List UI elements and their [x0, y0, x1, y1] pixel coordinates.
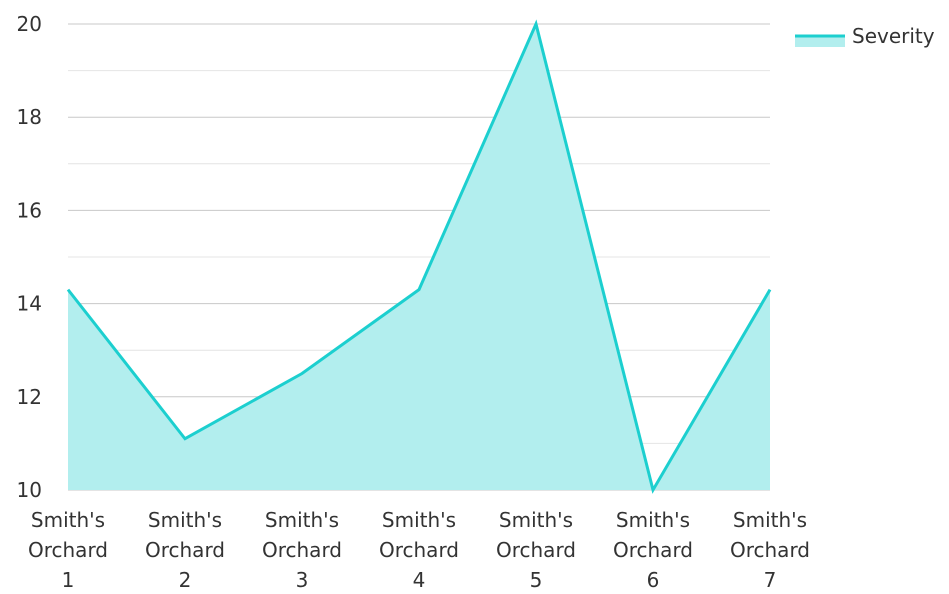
y-tick-label: 12 [17, 385, 42, 409]
area-fill [68, 24, 770, 490]
x-tick-label: Smith's Orchard 7 [730, 508, 810, 592]
legend-swatch-fill [795, 35, 845, 47]
x-tick-label: Smith's Orchard 1 [28, 508, 108, 592]
legend-label-severity: Severity [852, 24, 935, 48]
x-tick-label: Smith's Orchard 6 [613, 508, 693, 592]
x-tick-label: Smith's Orchard 5 [496, 508, 576, 592]
x-tick-label: Smith's Orchard 4 [379, 508, 459, 592]
x-tick-label: Smith's Orchard 2 [145, 508, 225, 592]
area-series [66, 19, 772, 494]
x-tick-label: Smith's Orchard 3 [262, 508, 342, 592]
y-tick-label: 10 [17, 478, 42, 502]
x-axis-ticks: Smith's Orchard 1 Smith's Orchard 2 Smith's Orc… [28, 508, 810, 592]
legend: Severity [795, 24, 935, 48]
y-tick-label: 16 [17, 198, 42, 222]
y-tick-label: 14 [17, 292, 42, 316]
y-tick-label: 18 [17, 105, 42, 129]
y-tick-label: 20 [17, 12, 42, 36]
y-axis-ticks: 10 12 14 16 18 20 [17, 12, 42, 502]
